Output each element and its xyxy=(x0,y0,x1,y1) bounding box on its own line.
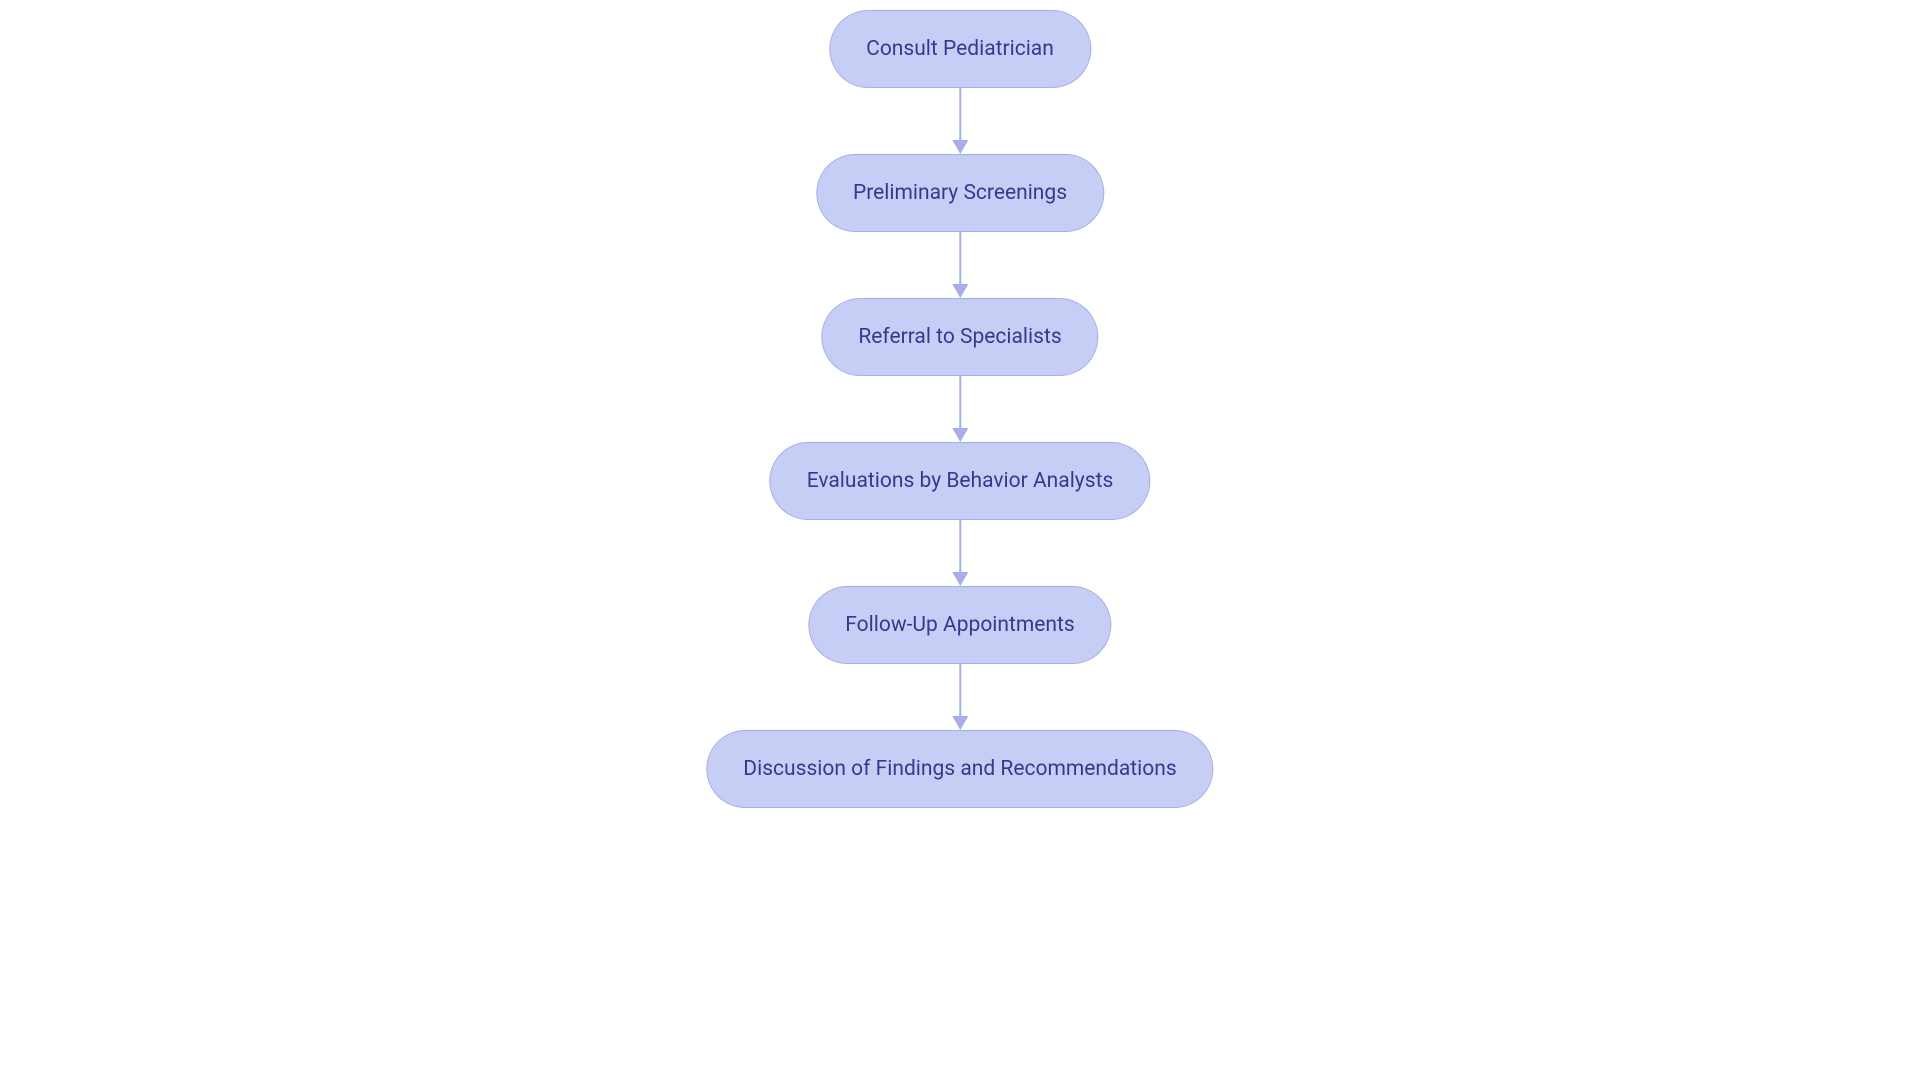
arrow-head-icon xyxy=(952,572,968,586)
flowchart-edge-3 xyxy=(952,376,968,442)
node-label: Referral to Specialists xyxy=(858,325,1061,349)
flowchart-container: Consult Pediatrician Preliminary Screeni… xyxy=(706,10,1213,808)
flowchart-node-3: Referral to Specialists xyxy=(821,298,1098,376)
node-label: Evaluations by Behavior Analysts xyxy=(807,469,1114,493)
arrow-head-icon xyxy=(952,716,968,730)
flowchart-node-2: Preliminary Screenings xyxy=(816,154,1104,232)
node-label: Preliminary Screenings xyxy=(853,181,1067,205)
arrow-head-icon xyxy=(952,140,968,154)
flowchart-node-5: Follow-Up Appointments xyxy=(808,586,1111,664)
arrow-line xyxy=(959,664,961,716)
flowchart-edge-2 xyxy=(952,232,968,298)
flowchart-node-6: Discussion of Findings and Recommendatio… xyxy=(706,730,1213,808)
node-label: Discussion of Findings and Recommendatio… xyxy=(743,757,1176,781)
flowchart-edge-5 xyxy=(952,664,968,730)
arrow-line xyxy=(959,232,961,284)
arrow-line xyxy=(959,88,961,140)
flowchart-node-4: Evaluations by Behavior Analysts xyxy=(770,442,1151,520)
flowchart-edge-1 xyxy=(952,88,968,154)
node-label: Follow-Up Appointments xyxy=(845,613,1074,637)
flowchart-node-1: Consult Pediatrician xyxy=(829,10,1091,88)
node-label: Consult Pediatrician xyxy=(866,37,1054,61)
flowchart-edge-4 xyxy=(952,520,968,586)
arrow-head-icon xyxy=(952,284,968,298)
arrow-head-icon xyxy=(952,428,968,442)
arrow-line xyxy=(959,376,961,428)
arrow-line xyxy=(959,520,961,572)
